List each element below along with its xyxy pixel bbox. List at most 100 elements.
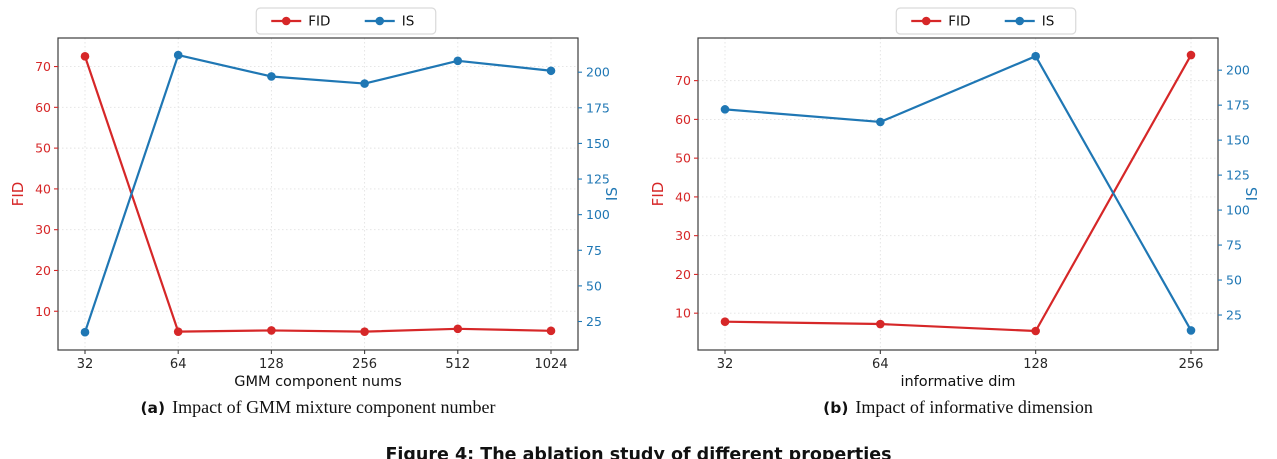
x-axis: 32 64 128 256 (717, 350, 1204, 372)
x-axis-label: GMM component nums (234, 374, 402, 390)
left-y-axis-label: FID (649, 182, 667, 207)
svg-text:200: 200 (1226, 63, 1250, 78)
caption-b-text: Impact of informative dimension (855, 397, 1093, 417)
is-legend-marker (375, 16, 385, 26)
figure-caption-clipped: Figure 4: The ablation study of differen… (0, 445, 1277, 459)
svg-text:70: 70 (35, 59, 51, 74)
fid-marker (720, 317, 730, 327)
is-marker (720, 105, 730, 114)
fid-marker (267, 326, 276, 335)
right-axis: 25 50 75 100 125 150 175 200 (1218, 63, 1250, 323)
svg-text:75: 75 (1226, 238, 1242, 253)
svg-text:64: 64 (170, 357, 187, 372)
svg-text:175: 175 (586, 100, 610, 115)
is-legend-marker (1015, 16, 1025, 26)
fid-marker (453, 324, 463, 334)
svg-text:10: 10 (675, 306, 691, 321)
fid-series (80, 52, 556, 336)
left-axis: 10 20 30 40 50 60 70 (35, 59, 58, 319)
svg-text:60: 60 (35, 100, 51, 115)
legend: FID IS (895, 7, 1077, 35)
svg-text:40: 40 (35, 181, 51, 196)
caption-b-label: (b) (823, 399, 849, 417)
svg-text:256: 256 (1179, 357, 1204, 372)
caption-a-text: Impact of GMM mixture component number (172, 397, 496, 417)
svg-text:20: 20 (35, 263, 51, 278)
svg-text:175: 175 (1226, 98, 1250, 113)
fid-line (83, 56, 552, 333)
is-legend-label: IS (1042, 14, 1055, 30)
left-y-axis-label: FID (9, 182, 27, 207)
svg-text:50: 50 (675, 151, 691, 166)
plot-area (697, 37, 1219, 351)
panel-b: 10 20 30 40 50 60 70 25 50 75 100 125 150 175 200 32 64 1… (648, 0, 1268, 392)
svg-text:40: 40 (675, 189, 691, 204)
svg-text:70: 70 (675, 73, 691, 88)
is-marker (453, 56, 463, 66)
svg-text:20: 20 (675, 267, 691, 282)
captions-row: (a) Impact of GMM mixture component numbe… (0, 397, 1277, 418)
fid-marker (360, 327, 369, 336)
legend: FID IS (255, 7, 437, 35)
fid-line (724, 54, 1192, 333)
figure-caption-text: Figure 4: The ablation study of differen… (385, 445, 892, 459)
svg-text:128: 128 (259, 357, 284, 372)
svg-text:128: 128 (1023, 357, 1048, 372)
gridlines (58, 38, 578, 350)
svg-text:200: 200 (586, 65, 610, 80)
is-marker (360, 79, 369, 88)
is-marker (80, 327, 90, 337)
is-marker (546, 66, 556, 76)
is-legend-label: IS (402, 14, 415, 30)
svg-text:50: 50 (1226, 273, 1242, 288)
svg-text:25: 25 (586, 314, 602, 329)
svg-text:150: 150 (586, 136, 610, 151)
svg-text:50: 50 (586, 278, 602, 293)
right-y-axis-label: IS (603, 187, 621, 201)
fid-marker (546, 326, 556, 336)
is-series (720, 51, 1196, 335)
legend-box (895, 7, 1077, 35)
plot-area (57, 37, 579, 351)
svg-text:150: 150 (1226, 133, 1250, 148)
svg-text:75: 75 (586, 243, 602, 258)
svg-text:10: 10 (35, 304, 51, 319)
is-marker (1186, 326, 1196, 335)
charts-row: 10 20 30 40 50 60 70 25 50 75 100 125 150 175 200 32 64 1… (8, 0, 1268, 392)
x-axis-label: informative dim (900, 374, 1015, 390)
fid-legend-label: FID (308, 14, 330, 30)
right-axis: 25 50 75 100 125 150 175 200 (578, 65, 610, 329)
caption-b: (b) Impact of informative dimension (648, 397, 1268, 418)
svg-text:30: 30 (675, 228, 691, 243)
fid-marker (1031, 326, 1040, 336)
right-y-axis-label: IS (1243, 187, 1261, 201)
chart-b: 10 20 30 40 50 60 70 25 50 75 100 125 150 175 200 32 64 1… (649, 7, 1261, 390)
fid-marker (876, 319, 885, 329)
fid-marker (173, 327, 183, 336)
svg-text:32: 32 (717, 357, 734, 372)
svg-text:60: 60 (675, 112, 691, 127)
fid-marker (1186, 50, 1196, 60)
svg-text:50: 50 (35, 141, 51, 156)
is-marker (876, 117, 885, 127)
svg-text:256: 256 (352, 357, 377, 372)
svg-text:1024: 1024 (534, 357, 567, 372)
is-line (83, 53, 552, 333)
fid-legend-marker (921, 16, 931, 26)
svg-text:100: 100 (1226, 203, 1250, 218)
svg-text:30: 30 (35, 222, 51, 237)
legend-box (255, 7, 437, 35)
left-axis: 10 20 30 40 50 60 70 (675, 73, 698, 321)
svg-text:100: 100 (586, 207, 610, 222)
svg-text:64: 64 (872, 357, 889, 372)
panel-a: 10 20 30 40 50 60 70 25 50 75 100 125 150 175 200 32 64 1… (8, 0, 628, 392)
fid-marker (80, 52, 90, 61)
caption-a: (a) Impact of GMM mixture component numbe… (8, 397, 628, 418)
is-marker (1031, 51, 1040, 61)
gridlines (698, 38, 1218, 350)
svg-text:512: 512 (445, 357, 470, 372)
fid-legend-label: FID (948, 14, 970, 30)
is-marker (173, 50, 183, 60)
is-series (80, 50, 556, 337)
fid-series (720, 50, 1196, 336)
